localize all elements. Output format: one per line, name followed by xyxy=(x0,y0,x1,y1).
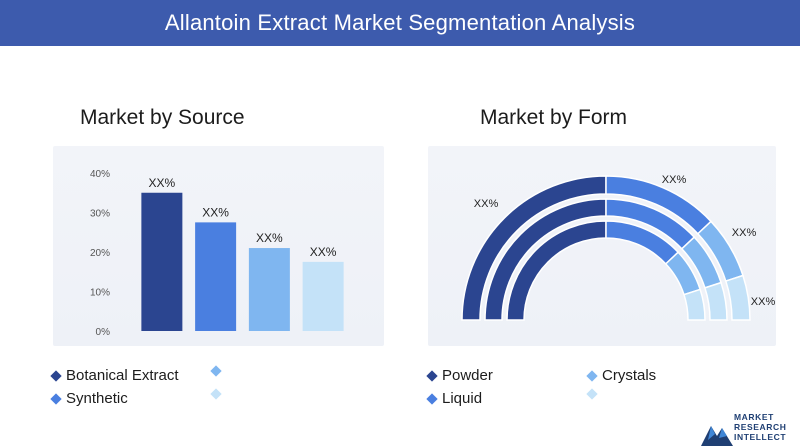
legend-marker-icon xyxy=(210,388,222,400)
bar xyxy=(141,192,183,331)
brand-logo: MARKET RESEARCH INTELLECT xyxy=(700,410,800,448)
legend-marker-icon xyxy=(50,392,62,405)
logo-mountain-icon xyxy=(701,426,733,446)
logo-text-line: RESEARCH xyxy=(734,422,787,432)
bar-data-label: XX% xyxy=(256,231,283,245)
legend-item-source-3 xyxy=(210,365,226,377)
legend-label: Botanical Extract xyxy=(66,367,179,384)
legend-item-powder: Powder xyxy=(426,367,493,384)
legend-label: Crystals xyxy=(602,367,657,384)
legend-item-liquid: Liquid xyxy=(426,390,483,407)
bar xyxy=(195,222,237,331)
legend-marker-icon xyxy=(50,369,62,382)
bar-data-label: XX% xyxy=(149,176,176,190)
legend-marker-icon xyxy=(426,369,438,382)
donut-segment xyxy=(703,281,728,321)
y-tick-label: 20% xyxy=(90,248,110,259)
legend-marker-icon xyxy=(426,392,438,405)
legend-marker-icon xyxy=(586,369,598,382)
bar-data-label: XX% xyxy=(310,245,337,259)
legend-item-synthetic: Synthetic xyxy=(50,390,128,407)
donut-segment xyxy=(724,274,751,321)
legend-marker-icon xyxy=(586,388,598,400)
legend-marker-icon xyxy=(210,365,222,377)
donut-data-label: XX% xyxy=(474,198,499,210)
form-chart-title: Market by Form xyxy=(480,106,628,129)
logo-text-line: MARKET xyxy=(734,412,774,422)
header-bar: Allantoin Extract Market Segmentation An… xyxy=(0,0,800,46)
legend-label: Synthetic xyxy=(66,390,128,407)
legend-item-form-4 xyxy=(586,388,602,400)
bar xyxy=(248,248,290,331)
logo-text: MARKET RESEARCH INTELLECT xyxy=(734,412,787,442)
y-tick-label: 40% xyxy=(90,169,110,180)
legend-item-crystals: Crystals xyxy=(586,367,657,384)
bar xyxy=(302,261,344,331)
legend-item-source-4 xyxy=(210,388,226,400)
legend-item-botanical-extract: Botanical Extract xyxy=(50,367,179,384)
page-title: Allantoin Extract Market Segmentation An… xyxy=(164,10,636,35)
legend-label: Powder xyxy=(442,367,493,384)
source-chart-title: Market by Source xyxy=(80,106,245,129)
y-tick-label: 30% xyxy=(90,209,110,220)
y-tick-label: 0% xyxy=(96,327,111,338)
logo-text-line: INTELLECT xyxy=(734,432,787,442)
legend-label: Liquid xyxy=(442,390,483,407)
donut-data-label: XX% xyxy=(732,227,757,239)
y-tick-label: 10% xyxy=(90,288,110,299)
donut-data-label: XX% xyxy=(751,296,776,308)
bar-data-label: XX% xyxy=(202,205,229,219)
donut-segment xyxy=(683,288,706,321)
donut-data-label: XX% xyxy=(662,174,687,186)
